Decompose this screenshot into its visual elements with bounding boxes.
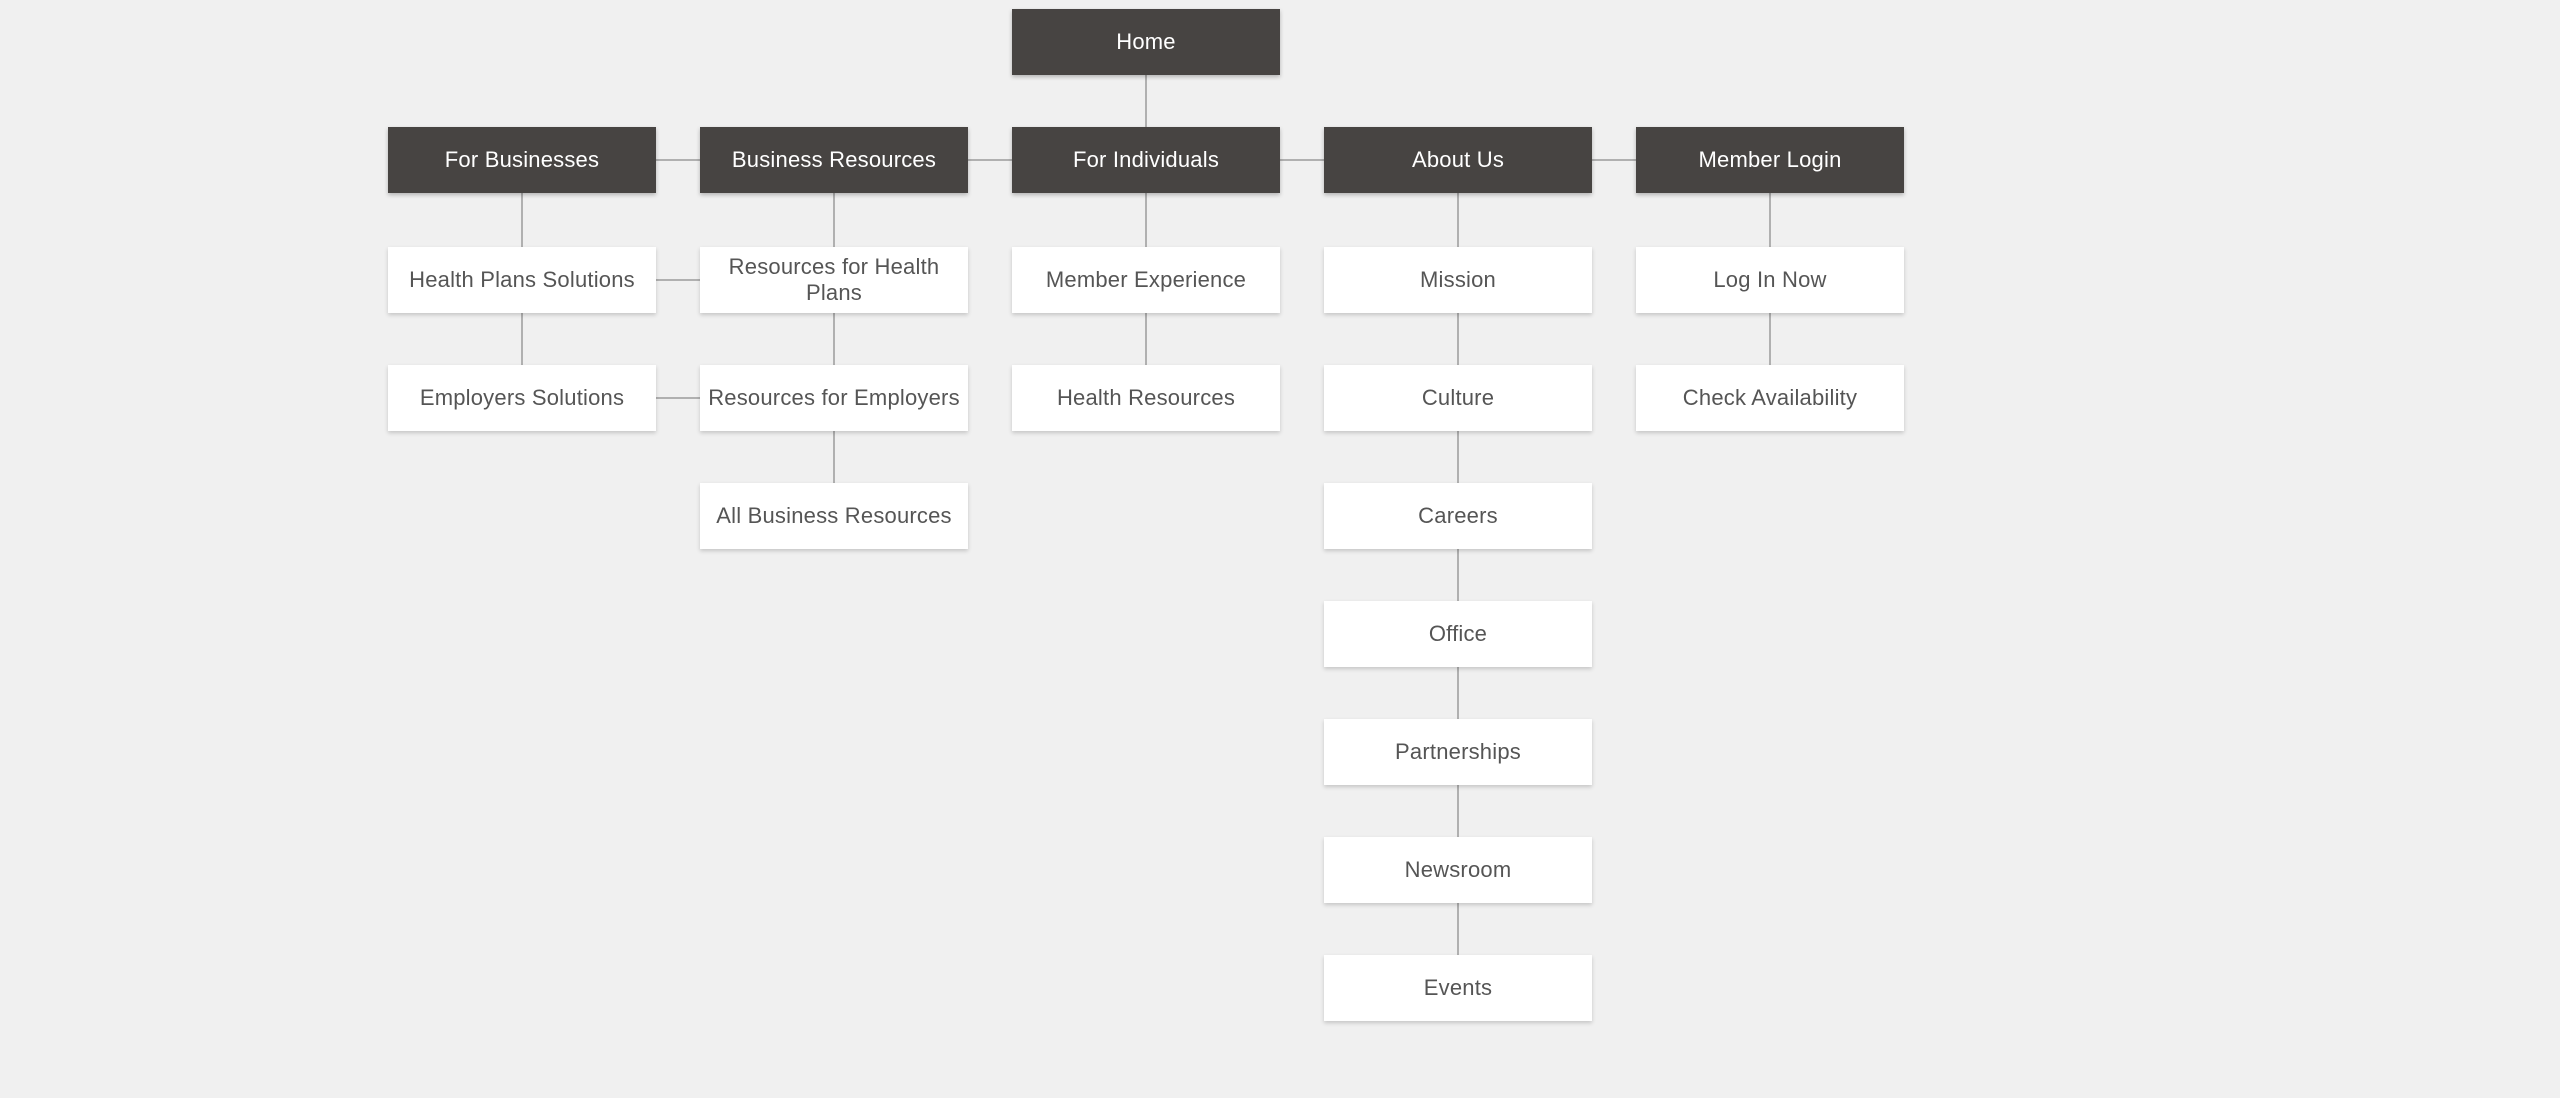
sitemap-node-label: About Us [1412, 147, 1504, 173]
sitemap-node-label: Newsroom [1405, 857, 1512, 883]
sitemap-node-abr: All Business Resources [700, 483, 968, 549]
sitemap-node-home: Home [1012, 9, 1280, 75]
sitemap-node-label: Resources for Health Plans [700, 254, 968, 306]
sitemap-node-label: Log In Now [1713, 267, 1826, 293]
sitemap-node-hres: Health Resources [1012, 365, 1280, 431]
sitemap-node-mission: Mission [1324, 247, 1592, 313]
sitemap-node-label: Home [1116, 29, 1176, 55]
sitemap-node-culture: Culture [1324, 365, 1592, 431]
sitemap-node-news: Newsroom [1324, 837, 1592, 903]
sitemap-node-office: Office [1324, 601, 1592, 667]
sitemap-node-rhp: Resources for Health Plans [700, 247, 968, 313]
sitemap-edges [0, 0, 2560, 1098]
sitemap-node-label: All Business Resources [716, 503, 952, 529]
sitemap-node-label: For Businesses [445, 147, 599, 173]
sitemap-node-label: For Individuals [1073, 147, 1219, 173]
sitemap-node-hps: Health Plans Solutions [388, 247, 656, 313]
sitemap-node-label: Employers Solutions [420, 385, 624, 411]
sitemap-node-label: Health Resources [1057, 385, 1235, 411]
sitemap-node-label: Member Login [1698, 147, 1841, 173]
sitemap-node-label: Events [1424, 975, 1492, 1001]
sitemap-node-check: Check Availability [1636, 365, 1904, 431]
sitemap-node-loginw: Log In Now [1636, 247, 1904, 313]
sitemap-node-biz: For Businesses [388, 127, 656, 193]
sitemap-node-label: Culture [1422, 385, 1494, 411]
sitemap-node-about: About Us [1324, 127, 1592, 193]
sitemap-node-label: Member Experience [1046, 267, 1246, 293]
sitemap-node-label: Partnerships [1395, 739, 1521, 765]
sitemap-node-label: Careers [1418, 503, 1498, 529]
sitemap-node-label: Mission [1420, 267, 1496, 293]
sitemap-node-partner: Partnerships [1324, 719, 1592, 785]
sitemap-node-label: Business Resources [732, 147, 936, 173]
sitemap-node-label: Health Plans Solutions [409, 267, 635, 293]
sitemap-node-login: Member Login [1636, 127, 1904, 193]
sitemap-node-mexp: Member Experience [1012, 247, 1280, 313]
sitemap-node-label: Resources for Employers [708, 385, 960, 411]
sitemap-node-events: Events [1324, 955, 1592, 1021]
sitemap-node-indiv: For Individuals [1012, 127, 1280, 193]
sitemap-node-bres: Business Resources [700, 127, 968, 193]
sitemap-node-emps: Employers Solutions [388, 365, 656, 431]
sitemap-node-label: Check Availability [1683, 385, 1857, 411]
sitemap-node-rfe: Resources for Employers [700, 365, 968, 431]
sitemap-node-careers: Careers [1324, 483, 1592, 549]
sitemap-node-label: Office [1429, 621, 1487, 647]
